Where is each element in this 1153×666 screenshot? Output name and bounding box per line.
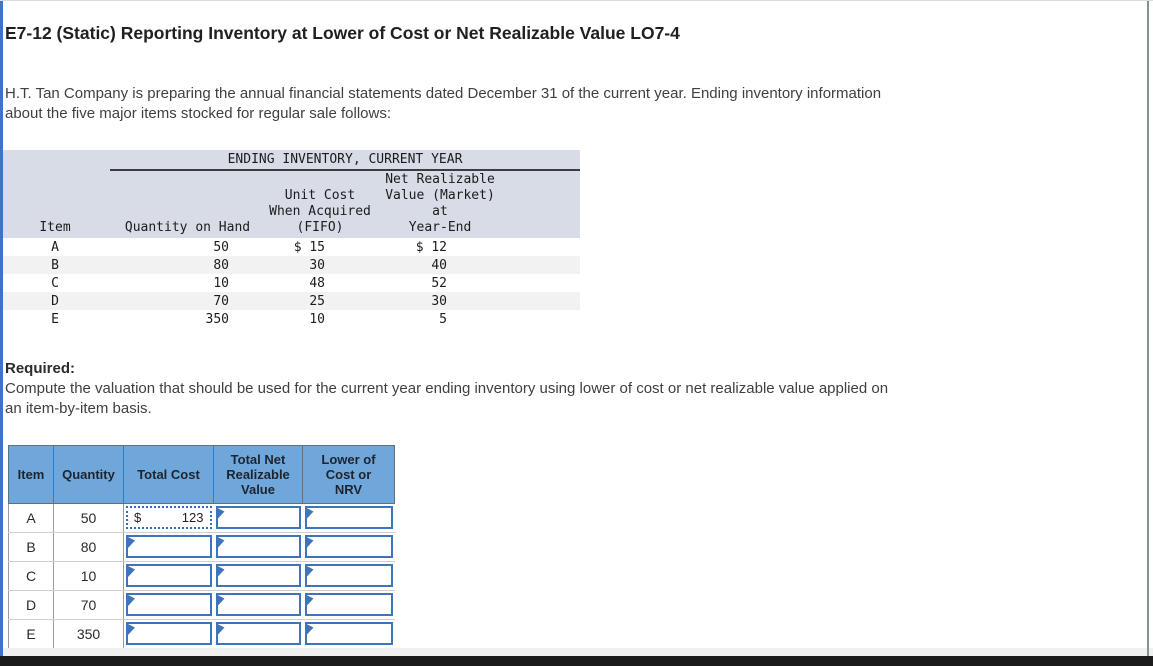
answer-col-total-nrv: Total Net Realizable Value <box>213 445 303 504</box>
lower-input[interactable] <box>304 535 393 558</box>
input-flag-icon <box>128 537 135 548</box>
inventory-row: C 10 48 52 <box>0 274 580 292</box>
inventory-unit-cost: 48 <box>309 275 325 291</box>
table-row: D 70 <box>8 590 395 620</box>
answer-col-item: Item <box>8 445 54 504</box>
table-row: C 10 <box>8 561 395 591</box>
answer-input-table: Item Quantity Total Cost Total Net Reali… <box>8 445 395 666</box>
inventory-item: A <box>51 239 59 255</box>
nrv-input[interactable] <box>215 564 301 587</box>
input-flag-icon <box>217 595 225 606</box>
page-title: E7-12 (Static) Reporting Inventory at Lo… <box>5 23 680 43</box>
inventory-unit-cost: 10 <box>309 311 325 327</box>
inventory-unit-cost: 25 <box>309 293 325 309</box>
answer-quantity: 80 <box>53 532 124 562</box>
answer-quantity: 50 <box>53 503 124 533</box>
table-row: A 50 $ 123 <box>8 503 395 533</box>
col-header-item: Item <box>39 220 71 235</box>
inventory-unit-cost: 30 <box>309 257 325 273</box>
total-cost-input[interactable]: $ 123 <box>126 506 212 529</box>
inventory-quantity: 350 <box>205 311 229 327</box>
inventory-nrv: 40 <box>431 257 447 273</box>
table-row: E 350 <box>8 619 395 649</box>
required-line-1: Compute the valuation that should be use… <box>5 380 889 397</box>
col-header-filler <box>505 170 580 238</box>
inventory-quantity: 70 <box>213 293 229 309</box>
input-flag-icon <box>128 624 135 635</box>
col-header-nrv: Net Realizable Value (Market) at Year-En… <box>385 172 495 235</box>
total-cost-input[interactable] <box>126 593 212 616</box>
col-header-quantity: Quantity on Hand <box>124 220 251 235</box>
required-paragraph: Compute the valuation that should be use… <box>5 379 1153 419</box>
inventory-item: C <box>51 275 59 291</box>
answer-quantity: 10 <box>53 561 124 591</box>
input-flag-icon <box>306 508 314 519</box>
answer-col-total-cost: Total Cost <box>123 445 214 504</box>
band-empty-cell <box>0 150 110 170</box>
inventory-item: D <box>51 293 59 309</box>
input-flag-icon <box>128 595 135 606</box>
inventory-quantity: 10 <box>213 275 229 291</box>
input-flag-icon <box>306 595 314 606</box>
inventory-row: A 50 $ 15 $ 12 <box>0 238 580 256</box>
table-row: B 80 <box>8 532 395 562</box>
answer-item: A <box>8 503 54 533</box>
answer-item: D <box>8 590 54 620</box>
bottom-gray-strip <box>0 648 1153 656</box>
inventory-nrv: 5 <box>439 311 447 327</box>
nrv-input[interactable] <box>215 593 301 616</box>
answer-quantity: 70 <box>53 590 124 620</box>
inventory-quantity: 50 <box>213 239 229 255</box>
lower-input[interactable] <box>304 593 393 616</box>
lower-input[interactable] <box>304 622 393 645</box>
input-flag-icon <box>306 566 314 577</box>
nrv-input[interactable] <box>215 622 301 645</box>
answer-item: C <box>8 561 54 591</box>
lower-input[interactable] <box>304 506 393 529</box>
inventory-nrv: 52 <box>431 275 447 291</box>
input-flag-icon <box>217 566 225 577</box>
currency-symbol: $ <box>134 510 142 525</box>
required-label: Required: <box>5 360 76 377</box>
inventory-item: B <box>51 257 59 273</box>
input-flag-icon <box>306 624 314 635</box>
inventory-row: E 350 10 5 <box>0 310 580 328</box>
intro-paragraph: H.T. Tan Company is preparing the annual… <box>5 84 1153 124</box>
answer-col-lower: Lower of Cost or NRV <box>302 445 395 504</box>
inventory-item: E <box>51 311 59 327</box>
input-value: 123 <box>181 510 204 525</box>
inventory-table-title: ENDING INVENTORY, CURRENT YEAR <box>110 150 580 171</box>
intro-line-1: H.T. Tan Company is preparing the annual… <box>5 85 882 102</box>
bottom-black-bar <box>0 656 1153 666</box>
nrv-input[interactable] <box>215 535 301 558</box>
intro-line-2: about the five major items stocked for r… <box>5 105 392 122</box>
input-flag-icon <box>217 508 225 519</box>
inventory-unit-cost: $ 15 <box>293 239 325 255</box>
inventory-quantity: 80 <box>213 257 229 273</box>
answer-item: E <box>8 619 54 649</box>
input-flag-icon <box>128 566 135 577</box>
input-flag-icon <box>217 537 225 548</box>
lower-input[interactable] <box>304 564 393 587</box>
total-cost-input[interactable] <box>126 564 212 587</box>
inventory-row: D 70 25 30 <box>0 292 580 310</box>
nrv-input[interactable] <box>215 506 301 529</box>
required-line-2: an item-by-item basis. <box>5 400 152 417</box>
inventory-row: B 80 30 40 <box>0 256 580 274</box>
total-cost-input[interactable] <box>126 622 212 645</box>
answer-item: B <box>8 532 54 562</box>
page-left-border <box>0 1 3 666</box>
input-flag-icon <box>217 624 225 635</box>
answer-quantity: 350 <box>53 619 124 649</box>
ending-inventory-table: ENDING INVENTORY, CURRENT YEAR Item Quan… <box>0 150 580 328</box>
answer-col-quantity: Quantity <box>53 445 124 504</box>
col-header-unit-cost: Unit Cost When Acquired (FIFO) <box>269 188 371 235</box>
input-flag-icon <box>306 537 314 548</box>
inventory-nrv: 30 <box>431 293 447 309</box>
total-cost-input[interactable] <box>126 535 212 558</box>
inventory-nrv: $ 12 <box>415 239 447 255</box>
page-right-divider <box>1147 1 1149 666</box>
